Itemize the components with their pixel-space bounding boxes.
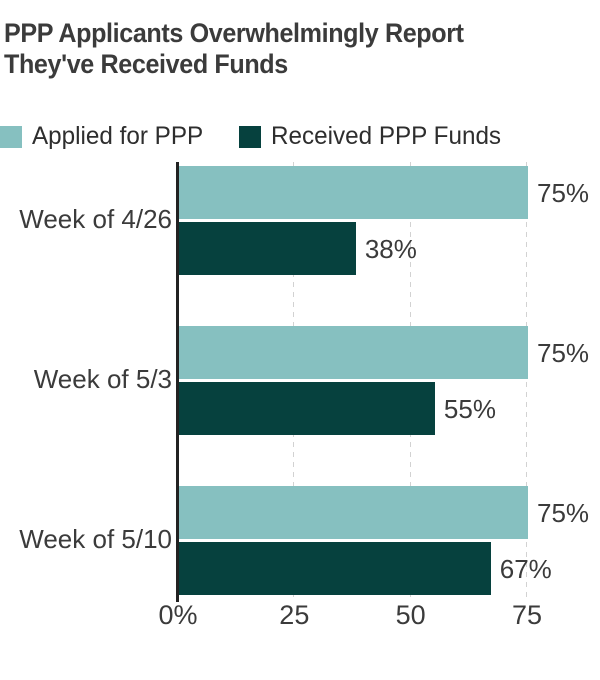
gridline [526,162,527,602]
bar[interactable] [179,326,528,379]
x-tick-label: 75 [511,600,543,630]
bar-value-label: 75% [537,337,590,368]
plot-area: Week of 4/26 75% 38% Week of 5/3 75% 55% Week … [0,162,600,602]
bar-row: 67% [179,542,600,595]
bar-group: Week of 5/10 75% 67% [0,486,600,595]
bar[interactable] [179,166,528,219]
x-tick-label: 0% [158,600,198,630]
bar-group: Week of 4/26 75% 38% [0,166,600,275]
chart-legend: Applied for PPP Received PPP Funds [0,124,508,149]
category-label: Week of 5/3 [33,364,172,394]
x-tick-label: 50 [395,600,426,630]
bar-row: 75% [179,326,600,379]
bar[interactable] [179,222,356,275]
category-label: Week of 4/26 [19,204,172,234]
bar-row: 75% [179,166,600,219]
bar-row: 75% [179,486,600,539]
bar[interactable] [179,486,528,539]
legend-swatch-received-icon [238,125,261,148]
bar-group: Week of 5/3 75% 55% [0,326,600,435]
x-axis-tick-labels: 0% 25 50 75 [0,600,600,640]
bar-value-label: 67% [499,553,552,584]
bar[interactable] [179,382,435,435]
legend-item-applied: Applied for PPP [0,124,209,149]
bar-value-label: 75% [537,497,590,528]
bar-row: 38% [179,222,600,275]
legend-label-received: Received PPP Funds [270,122,501,150]
y-axis-line [176,162,179,602]
bar-value-label: 75% [537,177,590,208]
legend-label-applied: Applied for PPP [32,122,204,150]
bar-value-label: 38% [364,233,417,264]
chart-title: PPP Applicants Overwhelmingly Report The… [4,18,464,79]
bar-value-label: 55% [443,393,496,424]
bar[interactable] [179,542,491,595]
legend-item-received: Received PPP Funds [238,122,508,150]
x-tick-label: 25 [279,600,310,630]
category-label: Week of 5/10 [19,524,172,554]
legend-swatch-applied-icon [0,125,22,148]
bar-row: 55% [179,382,600,435]
